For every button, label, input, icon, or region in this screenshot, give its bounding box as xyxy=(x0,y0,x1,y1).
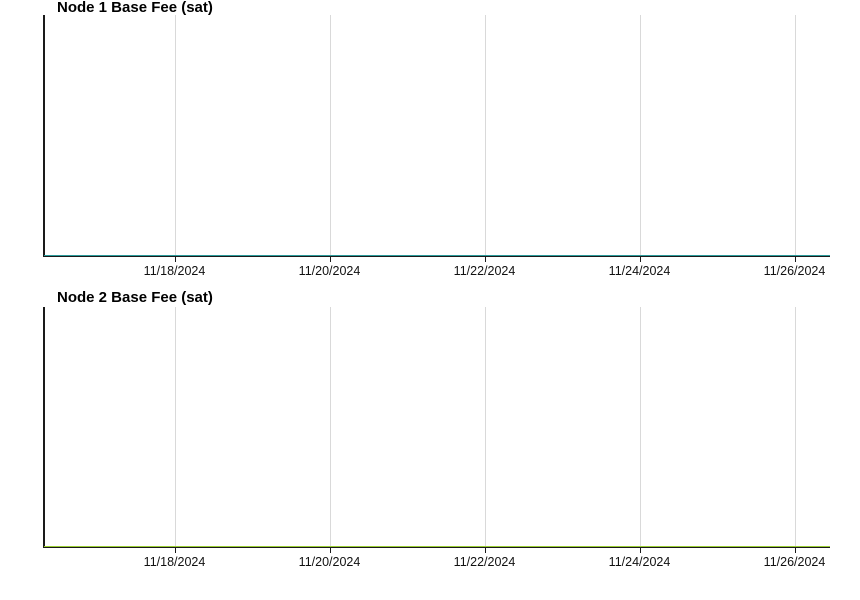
x-tick-label: 11/20/2024 xyxy=(298,264,361,278)
x-tick-mark xyxy=(174,548,176,553)
series-line-node2-base-fee xyxy=(44,545,830,547)
gridline xyxy=(484,307,486,546)
chart-title-node2: Node 2 Base Fee (sat) xyxy=(57,289,213,306)
x-tick-label: 11/22/2024 xyxy=(453,264,516,278)
x-tick-mark xyxy=(639,257,641,262)
gridline xyxy=(639,307,641,546)
gridline xyxy=(639,15,641,255)
x-tick-mark xyxy=(484,257,486,262)
y-axis-line xyxy=(43,307,45,548)
y-axis-line xyxy=(43,15,45,257)
gridline xyxy=(329,307,331,546)
x-tick-label: 11/22/2024 xyxy=(453,555,516,569)
x-tick-mark xyxy=(639,548,641,553)
x-tick-mark xyxy=(794,257,796,262)
gridline xyxy=(174,307,176,546)
series-line-node1-base-fee xyxy=(44,254,830,256)
gridline xyxy=(329,15,331,255)
gridline xyxy=(484,15,486,255)
chart-title-node1: Node 1 Base Fee (sat) xyxy=(57,0,213,16)
x-tick-mark xyxy=(484,548,486,553)
x-tick-mark xyxy=(329,257,331,262)
gridline xyxy=(794,307,796,546)
x-tick-label: 11/20/2024 xyxy=(298,555,361,569)
gridline xyxy=(174,15,176,255)
x-tick-label: 11/18/2024 xyxy=(143,555,206,569)
gridline xyxy=(794,15,796,255)
plot-area-node1: 11/18/2024 11/20/2024 11/22/2024 11/24/2024… xyxy=(43,15,830,278)
plot-area-node2: 11/18/2024 11/20/2024 11/22/2024 11/24/2024… xyxy=(43,307,830,569)
x-tick-mark xyxy=(794,548,796,553)
x-tick-label: 11/26/2024 xyxy=(763,555,826,569)
x-tick-mark xyxy=(329,548,331,553)
x-tick-mark xyxy=(174,257,176,262)
x-tick-label: 11/18/2024 xyxy=(143,264,206,278)
x-tick-label: 11/24/2024 xyxy=(608,264,671,278)
x-tick-label: 11/26/2024 xyxy=(763,264,826,278)
x-tick-label: 11/24/2024 xyxy=(608,555,671,569)
